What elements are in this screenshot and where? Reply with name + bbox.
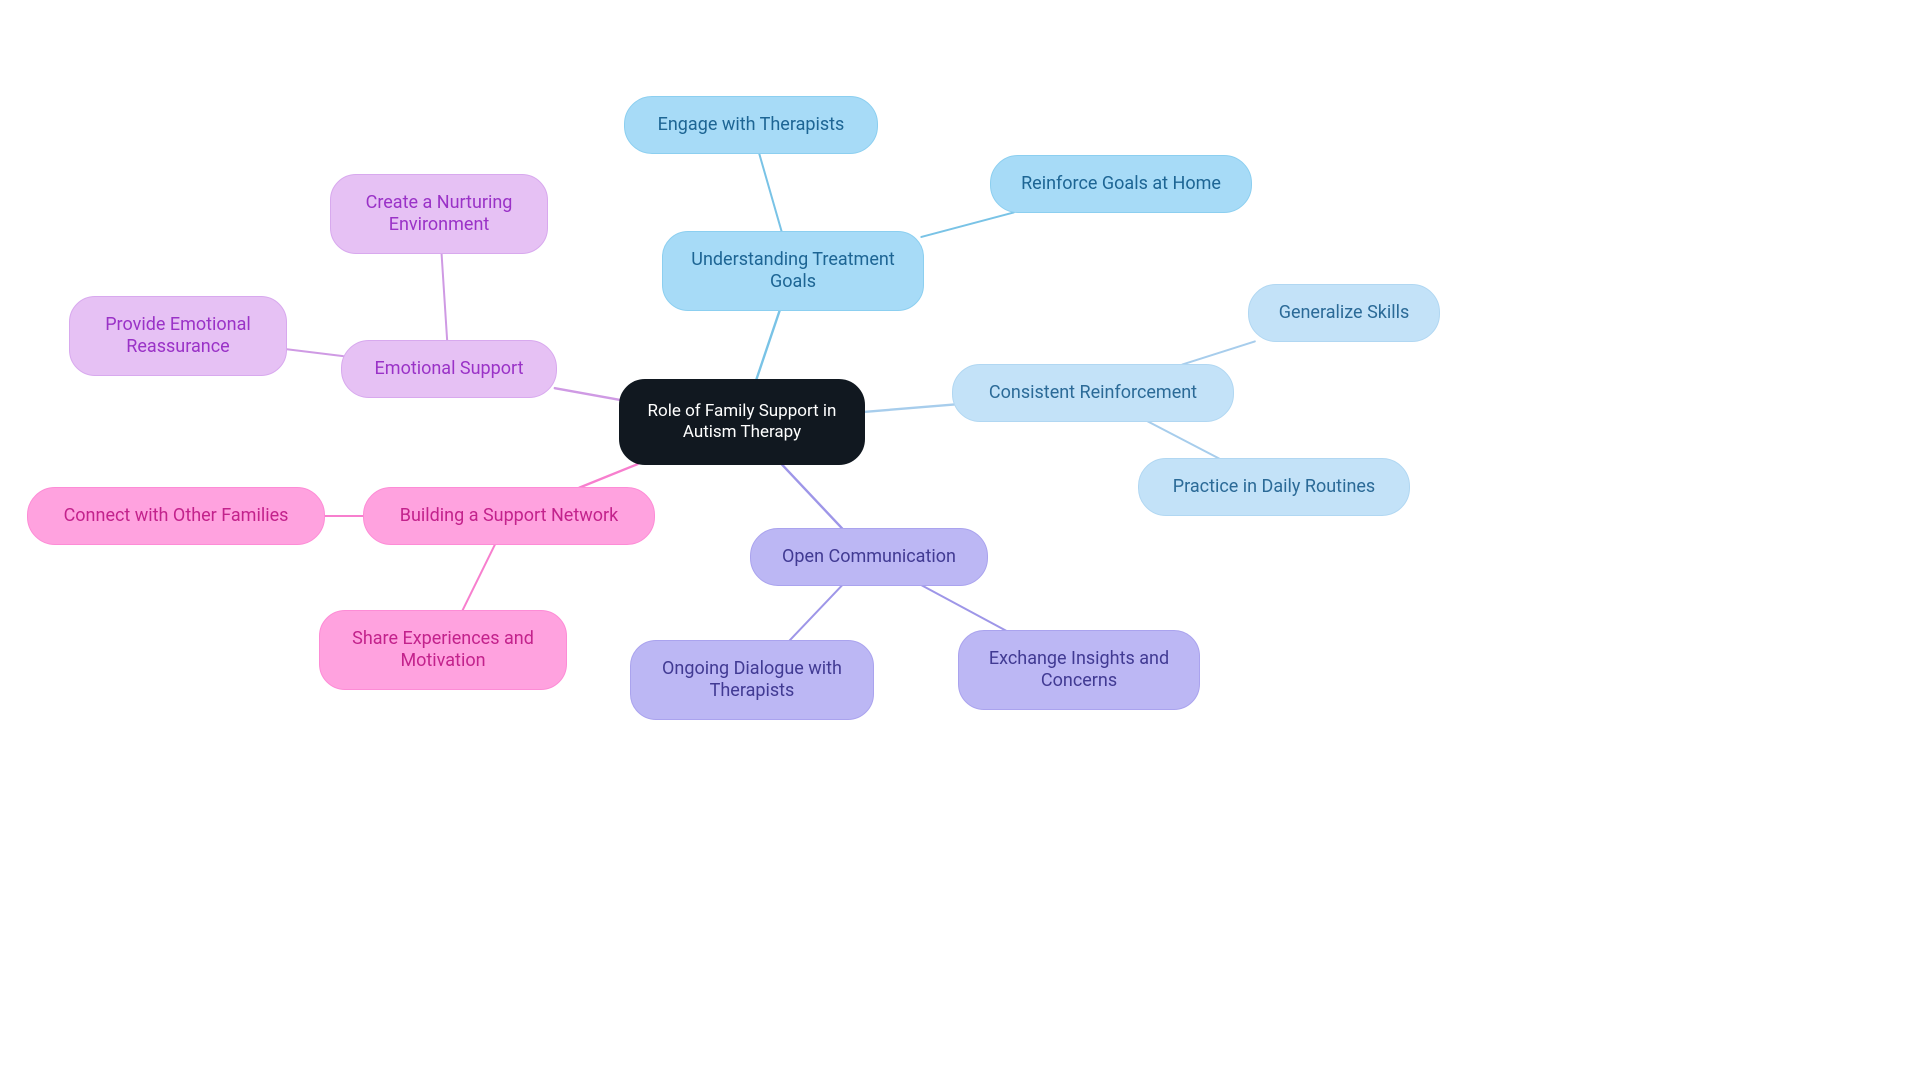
- node-label: Building a Support Network: [400, 505, 618, 528]
- node-label: Understanding Treatment Goals: [685, 249, 901, 294]
- node-label: Reinforce Goals at Home: [1021, 173, 1221, 196]
- edge: [579, 464, 637, 487]
- node-label: Generalize Skills: [1279, 302, 1410, 325]
- node-b3c2: Exchange Insights and Concerns: [958, 630, 1200, 710]
- edge: [759, 153, 782, 231]
- node-label: Exchange Insights and Concerns: [981, 648, 1177, 693]
- node-b1: Understanding Treatment Goals: [662, 231, 924, 311]
- node-label: Engage with Therapists: [658, 114, 845, 137]
- edge: [1148, 421, 1220, 458]
- node-b3: Open Communication: [750, 528, 988, 586]
- node-b5: Emotional Support: [341, 340, 557, 398]
- node-b2: Consistent Reinforcement: [952, 364, 1234, 422]
- node-b3c1: Ongoing Dialogue with Therapists: [630, 640, 874, 720]
- node-label: Provide Emotional Reassurance: [92, 314, 264, 359]
- edge: [922, 585, 1006, 630]
- node-label: Practice in Daily Routines: [1173, 476, 1375, 499]
- edge: [462, 544, 495, 610]
- edge: [782, 464, 843, 528]
- node-label: Emotional Support: [375, 358, 524, 381]
- mindmap-canvas: Role of Family Support in Autism Therapy…: [0, 0, 1920, 1083]
- node-b4c1: Connect with Other Families: [27, 487, 325, 545]
- node-label: Create a Nurturing Environment: [353, 192, 525, 237]
- node-label: Share Experiences and Motivation: [342, 628, 544, 673]
- edge: [921, 212, 1013, 237]
- edge: [442, 253, 448, 340]
- node-b4c2: Share Experiences and Motivation: [319, 610, 567, 690]
- edge: [756, 310, 780, 380]
- node-label: Connect with Other Families: [64, 505, 289, 528]
- node-label: Open Communication: [782, 546, 956, 569]
- edge: [555, 388, 622, 400]
- edge: [285, 349, 343, 356]
- node-b5c1: Create a Nurturing Environment: [330, 174, 548, 254]
- node-label: Role of Family Support in Autism Therapy: [642, 401, 842, 444]
- node-b2c2: Practice in Daily Routines: [1138, 458, 1410, 516]
- edge: [863, 404, 955, 412]
- edge: [1182, 341, 1255, 364]
- node-b5c2: Provide Emotional Reassurance: [69, 296, 287, 376]
- edge: [789, 585, 842, 640]
- node-root: Role of Family Support in Autism Therapy: [619, 379, 865, 465]
- node-b4: Building a Support Network: [363, 487, 655, 545]
- node-label: Consistent Reinforcement: [989, 382, 1197, 405]
- node-b2c1: Generalize Skills: [1248, 284, 1440, 342]
- node-b1c1: Engage with Therapists: [624, 96, 878, 154]
- node-label: Ongoing Dialogue with Therapists: [653, 658, 851, 703]
- node-b1c2: Reinforce Goals at Home: [990, 155, 1252, 213]
